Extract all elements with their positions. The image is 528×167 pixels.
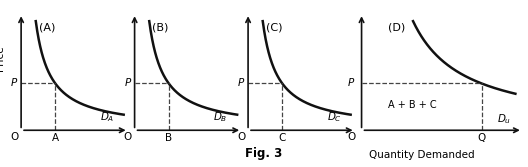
Text: (B): (B) [152, 22, 168, 32]
Text: Price: Price [0, 45, 5, 71]
Text: O: O [347, 132, 355, 142]
Text: P: P [348, 78, 354, 89]
Text: P: P [238, 78, 244, 89]
Text: $D_{B}$: $D_{B}$ [213, 110, 228, 124]
Text: O: O [124, 132, 132, 142]
Text: O: O [237, 132, 246, 142]
Text: A: A [52, 133, 59, 143]
Text: Q: Q [477, 133, 486, 143]
Text: $D_{C}$: $D_{C}$ [326, 110, 342, 124]
Text: O: O [10, 132, 18, 142]
Text: Quantity Demanded: Quantity Demanded [369, 150, 475, 160]
Text: (A): (A) [39, 22, 55, 32]
Text: B: B [165, 133, 172, 143]
Text: P: P [125, 78, 131, 89]
Text: P: P [11, 78, 17, 89]
Text: $D_{A}$: $D_{A}$ [100, 110, 114, 124]
Text: Fig. 3: Fig. 3 [246, 147, 282, 160]
Text: C: C [279, 133, 286, 143]
Text: $D_{u}$: $D_{u}$ [496, 112, 511, 126]
Text: (D): (D) [388, 22, 405, 32]
Text: (C): (C) [266, 22, 282, 32]
Text: A + B + C: A + B + C [388, 100, 436, 110]
